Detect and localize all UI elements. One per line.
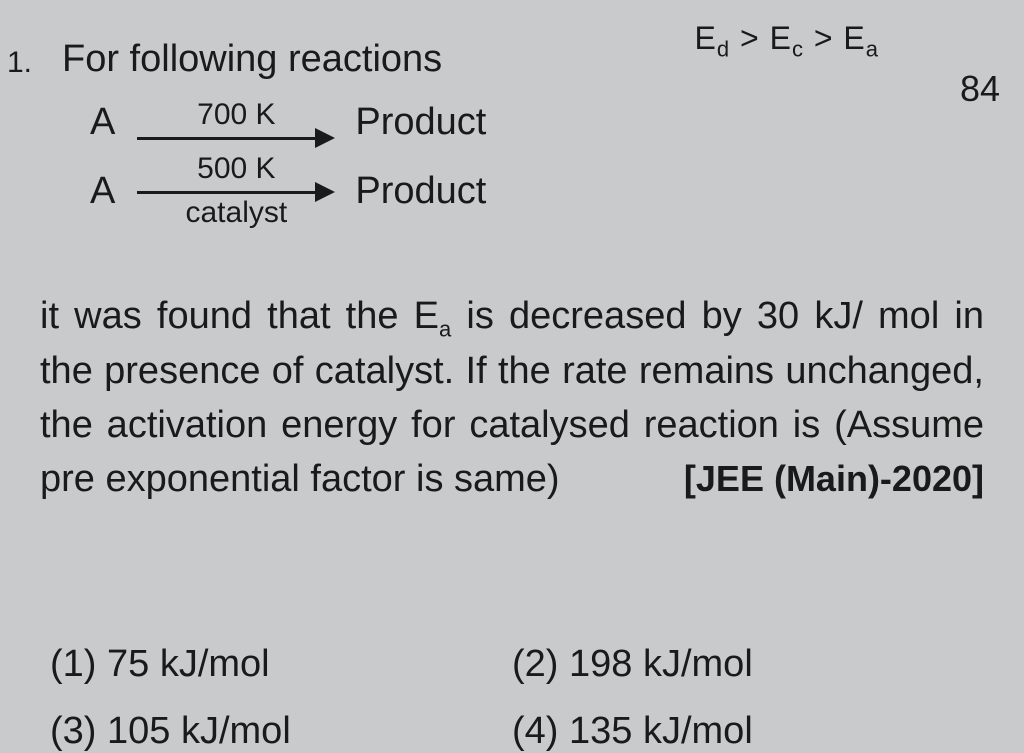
reactant-1: A [90, 101, 115, 144]
question-title: For following reactions [62, 38, 442, 81]
option-1: (1) 75 kJ/mol [50, 643, 472, 686]
reaction-1: A 700 K Product [90, 100, 486, 144]
option-2-text: 198 kJ/mol [569, 643, 753, 685]
arrow-icon-1 [137, 128, 335, 148]
arrow-wrap-1: 700 K [137, 100, 335, 144]
frag-sub-a: a [866, 36, 879, 61]
product-1: Product [355, 101, 486, 144]
frag-sub-d: d [717, 36, 730, 61]
arrow-head-icon [315, 182, 335, 202]
arrow-top-label-1: 700 K [197, 100, 275, 130]
exam-reference: [JEE (Main)-2020] [684, 453, 984, 504]
option-4-text: 135 kJ/mol [569, 710, 753, 752]
question-body: it was found that the Ea is decreased by… [40, 290, 984, 507]
page-root: Ed > Ec > Ea 84 1. For following reactio… [10, 20, 994, 729]
reactions-block: A 700 K Product A 500 K catalyst [90, 100, 486, 228]
product-2: Product [355, 170, 486, 213]
arrow-head-icon [315, 128, 335, 148]
option-1-num: (1) [50, 643, 96, 685]
arrow-line-icon [137, 191, 317, 194]
question-number: 1. [7, 46, 32, 80]
frag-e1: E [695, 20, 717, 56]
reaction-2: A 500 K catalyst Product [90, 154, 486, 228]
option-2: (2) 198 kJ/mol [512, 643, 934, 686]
arrow-bottom-label-2: catalyst [186, 198, 288, 228]
top-fragment-inequality: Ed > Ec > Ea [695, 20, 879, 62]
option-2-num: (2) [512, 643, 558, 685]
option-3-num: (3) [50, 710, 96, 752]
options-grid: (1) 75 kJ/mol (2) 198 kJ/mol (3) 105 kJ/… [50, 643, 934, 753]
arrow-line-icon [137, 137, 317, 140]
body-pre: it was found that the E [40, 295, 439, 337]
arrow-top-label-2: 500 K [197, 154, 275, 184]
frag-gt2: > E [804, 20, 866, 56]
body-sub-a: a [439, 317, 451, 342]
option-1-text: 75 kJ/mol [107, 643, 270, 685]
arrow-wrap-2: 500 K catalyst [137, 154, 335, 228]
frag-gt1: > E [730, 20, 792, 56]
page-number: 84 [960, 68, 1000, 110]
frag-sub-c: c [792, 36, 804, 61]
option-3-text: 105 kJ/mol [107, 710, 291, 752]
option-3: (3) 105 kJ/mol [50, 710, 472, 753]
option-4-num: (4) [512, 710, 558, 752]
option-4: (4) 135 kJ/mol [512, 710, 934, 753]
reactant-2: A [90, 170, 115, 213]
